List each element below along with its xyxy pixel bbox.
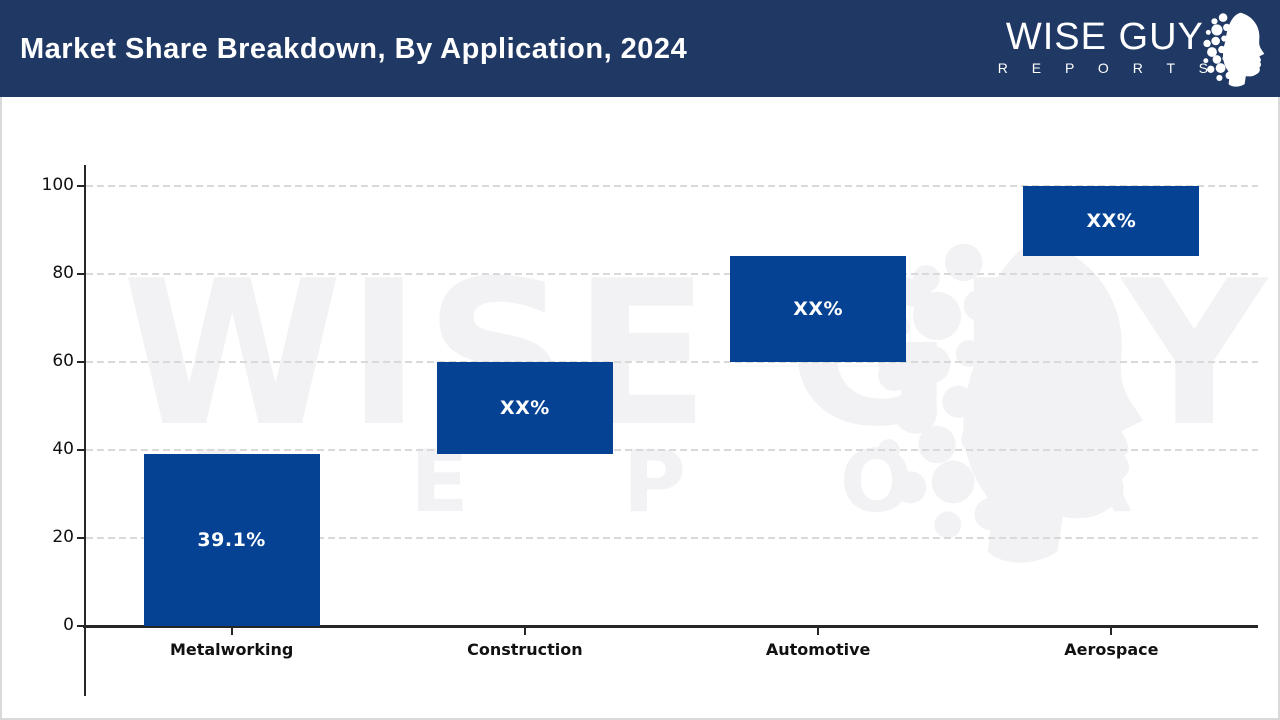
y-axis-line (84, 165, 86, 696)
logo-subtext: R E P O R T S (997, 60, 1218, 76)
watermark-subtext: R E P O R T S (190, 432, 1280, 532)
y-tick-mark (77, 273, 84, 275)
y-tick-mark (77, 361, 84, 363)
logo-head-icon (1203, 12, 1265, 87)
bar-construction: XX% (436, 362, 613, 454)
watermark-wordmark: WISE GUY (122, 238, 1271, 471)
watermark-head-icon (878, 241, 1144, 563)
y-gridline (86, 185, 1258, 187)
bar-value-label: XX% (793, 298, 844, 321)
y-tick-label: 80 (52, 263, 74, 283)
bar-value-label: 39.1% (197, 528, 266, 551)
y-tick-label: 100 (41, 175, 74, 195)
bar-value-label: XX% (499, 396, 550, 419)
x-axis-line (83, 625, 1258, 628)
page-title: Market Share Breakdown, By Application, … (20, 33, 688, 65)
y-tick-label: 60 (52, 351, 74, 371)
header-bar: Market Share Breakdown, By Application, … (0, 0, 1280, 97)
x-tick-mark (1110, 628, 1113, 635)
x-category-label: Aerospace (1064, 640, 1159, 659)
logo-wordmark: WISE GUY (1005, 16, 1204, 58)
bar-aerospace: XX% (1023, 186, 1200, 257)
x-tick-mark (817, 628, 820, 635)
x-category-label: Metalworking (169, 640, 294, 659)
y-gridline (86, 449, 1258, 451)
x-tick-mark (230, 628, 233, 635)
page-border-left (0, 97, 2, 720)
wiseguy-logo: WISE GUY R E P O R T S (992, 6, 1270, 92)
y-gridline (86, 361, 1258, 363)
x-category-label: Construction (467, 640, 583, 659)
y-gridline (86, 273, 1258, 275)
bar-metalworking: 39.1% (143, 453, 320, 626)
y-tick-label: 0 (63, 615, 74, 635)
y-tick-mark (77, 625, 84, 627)
page-border-right (1278, 97, 1280, 720)
bar-automotive: XX% (730, 256, 907, 362)
y-tick-mark (77, 537, 84, 539)
x-category-label: Automotive (765, 640, 871, 659)
y-tick-label: 40 (52, 439, 74, 459)
bar-value-label: XX% (1086, 210, 1137, 233)
y-gridline (86, 537, 1258, 539)
x-tick-mark (523, 628, 526, 635)
page-border-bottom (0, 718, 1280, 720)
y-tick-mark (77, 449, 84, 451)
y-tick-mark (77, 185, 84, 187)
y-tick-label: 20 (52, 527, 74, 547)
chart-area: WISE GUY R E P O R T S 0 20 40 60 80 100 39.1%… (0, 97, 1280, 720)
logo-text: WISE GUY R E P O R T S (992, 18, 1218, 76)
